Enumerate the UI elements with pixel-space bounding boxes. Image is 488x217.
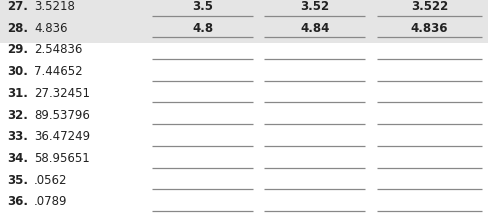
Text: 3.5: 3.5 xyxy=(192,0,213,13)
Text: 3.52: 3.52 xyxy=(300,0,329,13)
Text: 29.: 29. xyxy=(7,43,28,56)
Text: 27.: 27. xyxy=(7,0,28,13)
Text: 36.: 36. xyxy=(7,195,28,208)
Text: 89.53796: 89.53796 xyxy=(34,108,90,122)
Text: 4.84: 4.84 xyxy=(300,22,329,35)
Text: 4.836: 4.836 xyxy=(34,22,68,35)
Text: 3.522: 3.522 xyxy=(411,0,448,13)
Text: 34.: 34. xyxy=(7,152,28,165)
Text: .0562: .0562 xyxy=(34,174,68,187)
Text: 32.: 32. xyxy=(7,108,28,122)
Text: 2.54836: 2.54836 xyxy=(34,43,82,56)
Text: 31.: 31. xyxy=(7,87,28,100)
Text: 28.: 28. xyxy=(7,22,28,35)
Bar xyxy=(0,22,488,43)
Text: 35.: 35. xyxy=(7,174,28,187)
Text: 33.: 33. xyxy=(7,130,28,143)
Text: 4.836: 4.836 xyxy=(411,22,448,35)
Text: 36.47249: 36.47249 xyxy=(34,130,90,143)
Text: .0789: .0789 xyxy=(34,195,68,208)
Text: 3.5218: 3.5218 xyxy=(34,0,75,13)
Text: 30.: 30. xyxy=(7,65,28,78)
Text: 58.95651: 58.95651 xyxy=(34,152,90,165)
Text: 7.44652: 7.44652 xyxy=(34,65,83,78)
Text: 4.8: 4.8 xyxy=(192,22,213,35)
Text: 27.32451: 27.32451 xyxy=(34,87,90,100)
Bar xyxy=(0,0,488,22)
